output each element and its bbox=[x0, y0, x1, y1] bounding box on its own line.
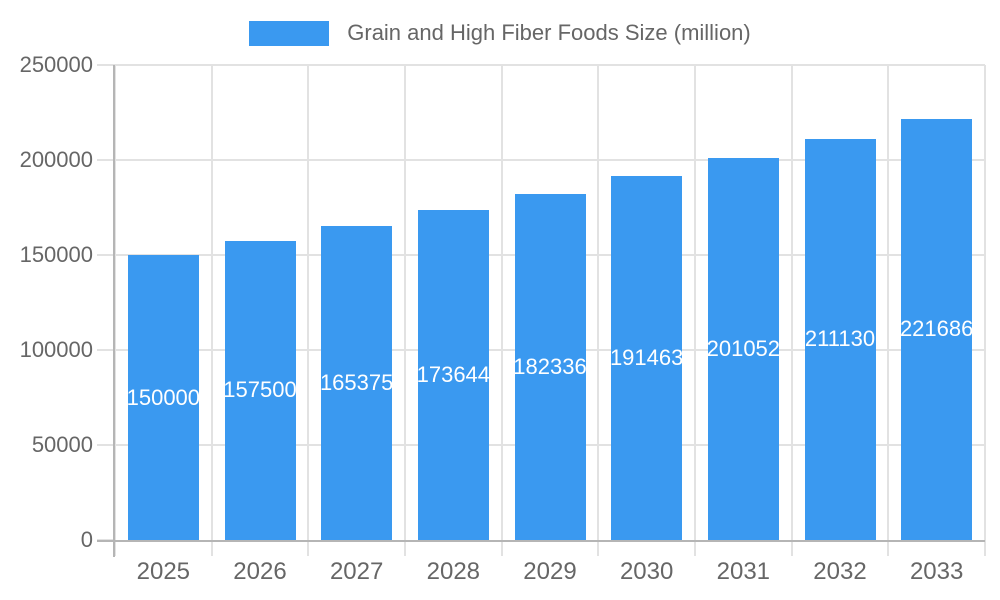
y-axis-tick bbox=[97, 349, 115, 351]
x-axis-tick-label: 2027 bbox=[329, 558, 384, 585]
y-axis-tick-label: 250000 bbox=[19, 52, 93, 77]
x-axis-tick-label: 2025 bbox=[136, 558, 191, 585]
bar-2030[interactable]: 191463 bbox=[611, 176, 683, 540]
bar-2028[interactable]: 173644 bbox=[417, 210, 489, 540]
bar-value-label: 211130 bbox=[804, 326, 876, 352]
vertical-gridline bbox=[404, 65, 406, 540]
x-axis-tick bbox=[500, 540, 503, 556]
vertical-gridline bbox=[307, 65, 310, 540]
bar-value-label: 221686 bbox=[901, 316, 973, 342]
bar-value-label: 173644 bbox=[417, 362, 489, 388]
vertical-gridline bbox=[984, 65, 986, 540]
bar-2025[interactable]: 150000 bbox=[127, 255, 199, 540]
bar-2033[interactable]: 221686 bbox=[901, 118, 973, 540]
legend-item[interactable]: Grain and High Fiber Foods Size (million… bbox=[249, 20, 751, 46]
x-axis-tick-label: 2030 bbox=[619, 558, 674, 585]
y-axis-tick-label: 0 bbox=[80, 527, 93, 552]
y-axis-line bbox=[113, 65, 115, 557]
x-axis-tick bbox=[114, 540, 116, 556]
legend: Grain and High Fiber Foods Size (million… bbox=[0, 20, 1000, 46]
vertical-gridline bbox=[500, 65, 503, 540]
x-axis-tick bbox=[307, 540, 310, 556]
y-axis-tick bbox=[97, 64, 115, 66]
y-axis-tick-label: 100000 bbox=[19, 337, 93, 362]
bar-2032[interactable]: 211130 bbox=[804, 138, 876, 540]
vertical-gridline bbox=[597, 65, 600, 540]
bar-value-label: 191463 bbox=[611, 345, 683, 371]
bar-value-label: 150000 bbox=[127, 384, 199, 410]
y-axis-tick bbox=[97, 159, 115, 161]
x-axis-tick-label: 2031 bbox=[716, 558, 771, 585]
bar-value-label: 165375 bbox=[321, 369, 393, 395]
bar-2029[interactable]: 182336 bbox=[514, 193, 586, 540]
bar-2026[interactable]: 157500 bbox=[224, 240, 296, 540]
horizontal-gridline bbox=[115, 64, 985, 66]
bar-value-label: 201052 bbox=[707, 335, 779, 361]
vertical-gridline bbox=[114, 65, 116, 540]
x-axis-tick bbox=[887, 540, 890, 556]
vertical-gridline bbox=[694, 65, 696, 540]
x-axis-tick bbox=[984, 540, 986, 556]
y-axis-tick-label: 50000 bbox=[31, 432, 93, 457]
x-axis-line bbox=[97, 540, 985, 542]
x-axis-tick bbox=[694, 540, 696, 556]
legend-label: Grain and High Fiber Foods Size (million… bbox=[347, 20, 751, 45]
bar-2031[interactable]: 201052 bbox=[707, 158, 779, 540]
y-axis-tick bbox=[97, 444, 115, 446]
x-axis-tick-label: 2026 bbox=[233, 558, 287, 585]
horizontal-gridline bbox=[115, 159, 985, 161]
bar-value-label: 157500 bbox=[224, 377, 296, 403]
x-axis-tick bbox=[790, 540, 793, 556]
y-axis-tick-label: 150000 bbox=[19, 242, 93, 267]
vertical-gridline bbox=[790, 65, 793, 540]
y-axis-tick-label: 200000 bbox=[19, 147, 93, 172]
bar-2027[interactable]: 165375 bbox=[321, 225, 393, 540]
x-axis-tick bbox=[210, 540, 213, 556]
vertical-gridline bbox=[210, 65, 213, 540]
y-axis-tick bbox=[97, 254, 115, 256]
x-axis-tick-label: 2033 bbox=[909, 558, 964, 585]
x-axis-tick-label: 2029 bbox=[523, 558, 577, 585]
vertical-gridline bbox=[887, 65, 890, 540]
x-axis-tick-label: 2032 bbox=[813, 558, 867, 585]
x-axis-tick bbox=[404, 540, 406, 556]
bar-value-label: 182336 bbox=[514, 353, 586, 379]
legend-swatch bbox=[249, 20, 330, 46]
x-axis-tick-label: 2028 bbox=[426, 558, 481, 585]
x-axis-tick bbox=[597, 540, 600, 556]
